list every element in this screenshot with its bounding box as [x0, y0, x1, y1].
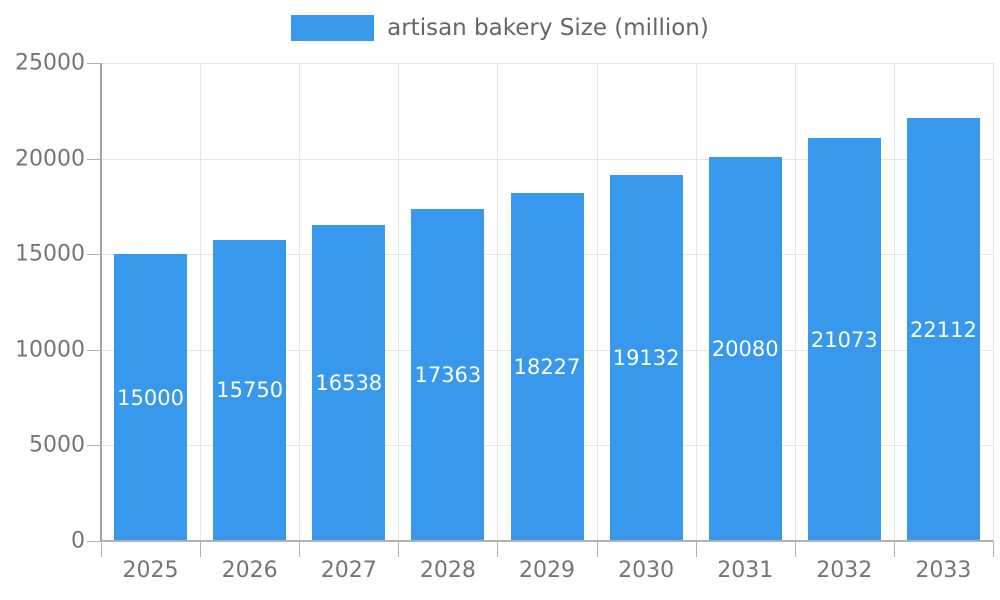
- y-tick-label: 15000: [15, 241, 85, 267]
- y-axis-tick: [87, 254, 101, 256]
- y-tick-label: 25000: [15, 50, 85, 76]
- bar-value-label: 16538: [315, 370, 383, 395]
- x-axis-tick: [596, 541, 598, 557]
- x-gridline: [497, 63, 499, 541]
- x-axis-line: [101, 540, 993, 542]
- bar-value-label: 17363: [414, 363, 482, 388]
- y-axis-tick: [87, 349, 101, 351]
- y-axis-tick: [87, 445, 101, 447]
- bar-2026[interactable]: 15750: [213, 239, 287, 541]
- bar-value-label: 22112: [910, 317, 977, 342]
- x-axis-tick: [398, 541, 400, 557]
- bar-value-label: 21073: [810, 327, 878, 352]
- x-axis-tick: [695, 541, 697, 557]
- y-tick-label: 5000: [29, 432, 85, 458]
- bar-2028[interactable]: 17363: [411, 209, 485, 541]
- y-tick-label: 20000: [15, 146, 85, 172]
- y-axis-line: [100, 63, 102, 541]
- plot-area: 15000 15750 16538 17363 18227 19132 20080 21073…: [101, 63, 994, 541]
- x-axis-tick: [101, 541, 102, 557]
- x-tick-label: 2028: [419, 558, 476, 583]
- x-gridline: [398, 63, 400, 541]
- x-tick-label: 2026: [221, 558, 278, 583]
- x-gridline: [893, 63, 895, 541]
- x-tick-label: 2033: [915, 558, 972, 583]
- bar-value-label: 20080: [711, 337, 779, 362]
- x-tick-label: 2032: [816, 558, 873, 583]
- bar-2032[interactable]: 21073: [807, 138, 881, 541]
- x-gridline: [695, 63, 697, 541]
- bar-value-label: 15750: [216, 378, 284, 403]
- bar-2027[interactable]: 16538: [312, 224, 386, 541]
- x-gridline: [993, 63, 994, 541]
- x-axis-tick: [299, 541, 301, 557]
- x-tick-label: 2027: [320, 558, 377, 583]
- bar-2029[interactable]: 18227: [510, 192, 584, 541]
- y-axis-tick: [87, 158, 101, 160]
- y-tick-label: 10000: [15, 337, 85, 363]
- y-gridline: [101, 63, 993, 64]
- y-axis-tick: [87, 541, 101, 542]
- legend-label: artisan bakery Size (million): [387, 15, 709, 41]
- bar-2031[interactable]: 20080: [708, 157, 782, 541]
- bar-2033[interactable]: 22112: [906, 118, 980, 541]
- bar-value-label: 15000: [117, 385, 184, 410]
- chart-legend[interactable]: artisan bakery Size (million): [0, 15, 1000, 41]
- y-gridline: [101, 158, 993, 160]
- bar-2030[interactable]: 19132: [609, 175, 683, 541]
- x-gridline: [299, 63, 301, 541]
- x-tick-label: 2025: [122, 558, 179, 583]
- bar-2025[interactable]: 15000: [114, 254, 188, 541]
- x-gridline: [794, 63, 796, 541]
- bar-value-label: 18227: [513, 354, 581, 379]
- y-axis-tick: [87, 63, 101, 64]
- x-axis-tick: [200, 541, 202, 557]
- x-axis-tick: [993, 541, 994, 557]
- x-tick-label: 2031: [717, 558, 774, 583]
- y-tick-label: 0: [71, 528, 85, 554]
- x-axis-tick: [794, 541, 796, 557]
- x-gridline: [596, 63, 598, 541]
- x-tick-label: 2029: [518, 558, 575, 583]
- x-axis-tick: [497, 541, 499, 557]
- x-axis-tick: [893, 541, 895, 557]
- legend-swatch: [291, 15, 375, 41]
- x-tick-label: 2030: [618, 558, 675, 583]
- bar-value-label: 19132: [612, 346, 680, 371]
- x-gridline: [200, 63, 202, 541]
